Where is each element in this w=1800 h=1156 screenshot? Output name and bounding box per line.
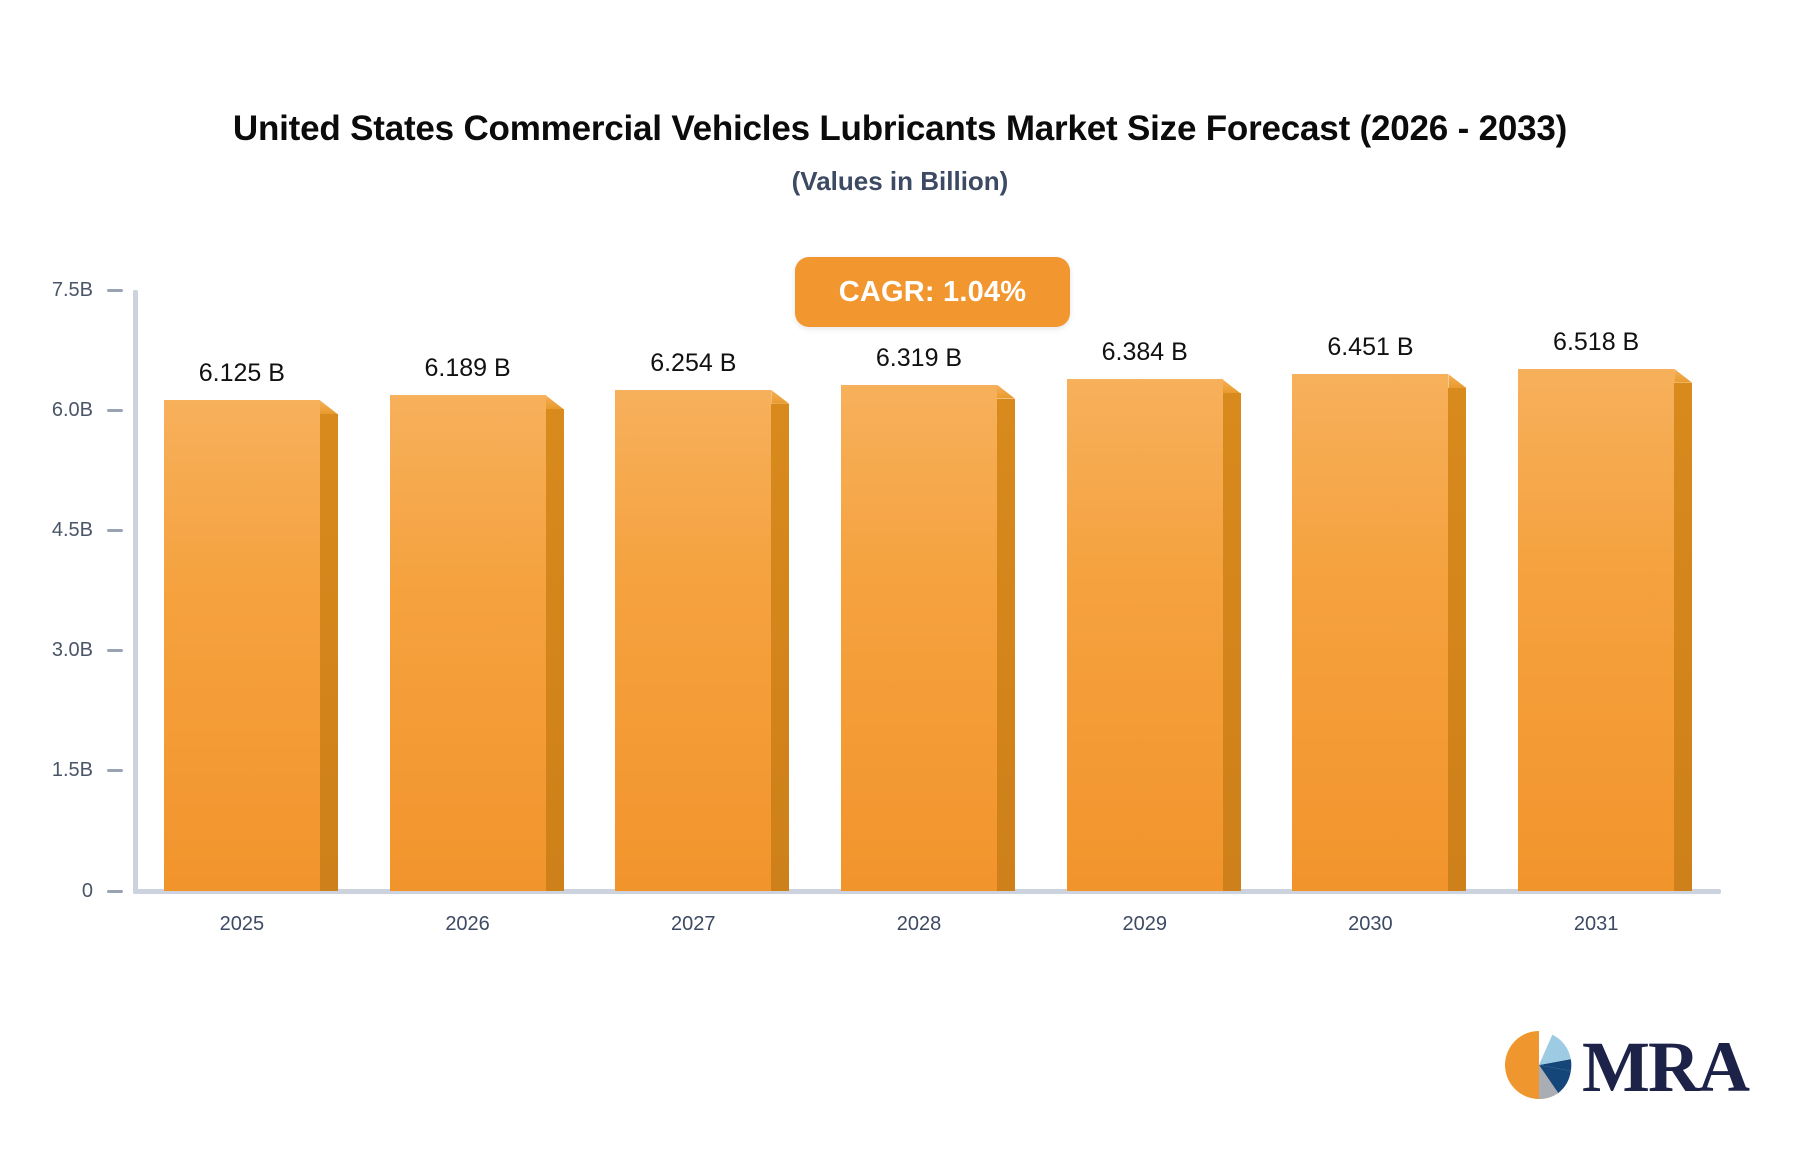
- bar[interactable]: [841, 384, 1015, 891]
- y-axis-tick-mark: [107, 649, 123, 653]
- page-title: United States Commercial Vehicles Lubric…: [232, 109, 1568, 148]
- x-axis-label: 2029: [1122, 913, 1167, 935]
- cagr-badge: CAGR: 1.04%: [795, 257, 1070, 327]
- bar-top-bevel: [1674, 368, 1693, 383]
- bar[interactable]: [615, 389, 790, 891]
- bar-side-face: [1674, 382, 1693, 891]
- bar-slot: 6.125 B: [163, 290, 338, 891]
- bar[interactable]: [1518, 368, 1693, 891]
- x-axis-label: 2027: [671, 913, 716, 935]
- bar-slot: 6.518 B: [1518, 290, 1693, 891]
- bar[interactable]: [1066, 379, 1241, 891]
- pie-chart-icon: [1502, 1028, 1576, 1107]
- bar-value-label: 6.518 B: [1553, 327, 1640, 356]
- bar-side-face: [319, 414, 338, 891]
- bar-slot: 6.384 B: [1066, 290, 1241, 891]
- y-axis-tick-mark: [107, 408, 123, 412]
- bar[interactable]: [389, 395, 564, 891]
- y-axis-tick-label: 3.0B: [51, 639, 93, 662]
- y-axis-tick-label: 6.0B: [51, 398, 93, 421]
- y-axis-tick-label: 1.5B: [51, 759, 93, 782]
- bars-layer: 6.125 B 6.189 B 6.254 B 6.319 B 6.384 B 6.451…: [138, 290, 1718, 891]
- bar-value-label: 6.254 B: [650, 348, 737, 377]
- y-axis-tick-mark: [107, 288, 123, 292]
- y-axis-tick-mark: [107, 889, 123, 893]
- bar-front-face: [1292, 374, 1449, 891]
- bar-slot: 6.451 B: [1292, 290, 1467, 891]
- bar[interactable]: [1292, 374, 1467, 891]
- bar-value-label: 6.384 B: [1101, 338, 1188, 367]
- y-axis-tick-mark: [107, 528, 123, 532]
- chart-subtitle: (Values in Billion): [791, 166, 1009, 196]
- bar-slot: 6.189 B: [389, 290, 564, 891]
- y-axis-tick-mark: [107, 769, 123, 773]
- x-axis-label: 2026: [445, 913, 490, 935]
- bar-top-bevel: [319, 400, 338, 415]
- bar-top-bevel: [545, 395, 564, 410]
- logo-text: MRA: [1582, 1027, 1750, 1108]
- bar-side-face: [545, 409, 564, 891]
- y-axis-tick-label: 0: [81, 879, 93, 902]
- bar-value-label: 6.189 B: [424, 354, 511, 383]
- x-axis-label: 2031: [1573, 913, 1619, 935]
- x-axis-label: 2025: [219, 913, 265, 935]
- bar[interactable]: [163, 400, 338, 891]
- bar-top-bevel: [997, 384, 1015, 399]
- x-axis-label: 2028: [896, 913, 942, 935]
- bar-top-bevel: [1448, 374, 1467, 389]
- bar-value-label: 6.125 B: [198, 359, 285, 388]
- bar-side-face: [771, 403, 790, 891]
- mra-logo: MRA: [1502, 1027, 1750, 1108]
- bar-front-face: [389, 395, 546, 891]
- bar-front-face: [163, 400, 320, 891]
- bar-value-label: 6.451 B: [1327, 333, 1414, 362]
- bar-side-face: [1448, 388, 1467, 891]
- bar-value-label: 6.319 B: [875, 343, 963, 372]
- y-axis-spine: [133, 290, 138, 893]
- bar-front-face: [841, 384, 997, 891]
- bar-front-face: [1066, 379, 1223, 891]
- bar-top-bevel: [1222, 379, 1241, 394]
- bar-front-face: [1518, 368, 1675, 891]
- y-axis-tick-label: 4.5B: [51, 518, 93, 541]
- bar-side-face: [1222, 393, 1241, 891]
- cagr-badge-label: CAGR: 1.04%: [838, 275, 1027, 308]
- bar-top-bevel: [771, 389, 790, 404]
- x-axis-spine: [133, 889, 1721, 894]
- bar-side-face: [997, 398, 1015, 891]
- x-axis-label: 2030: [1348, 913, 1393, 935]
- title-block: United States Commercial Vehicles Lubric…: [0, 108, 1800, 197]
- bar-front-face: [615, 389, 772, 891]
- bar-slot: 6.319 B: [841, 290, 1015, 891]
- bar-slot: 6.254 B: [615, 290, 790, 891]
- y-axis-tick-label: 7.5B: [51, 278, 93, 301]
